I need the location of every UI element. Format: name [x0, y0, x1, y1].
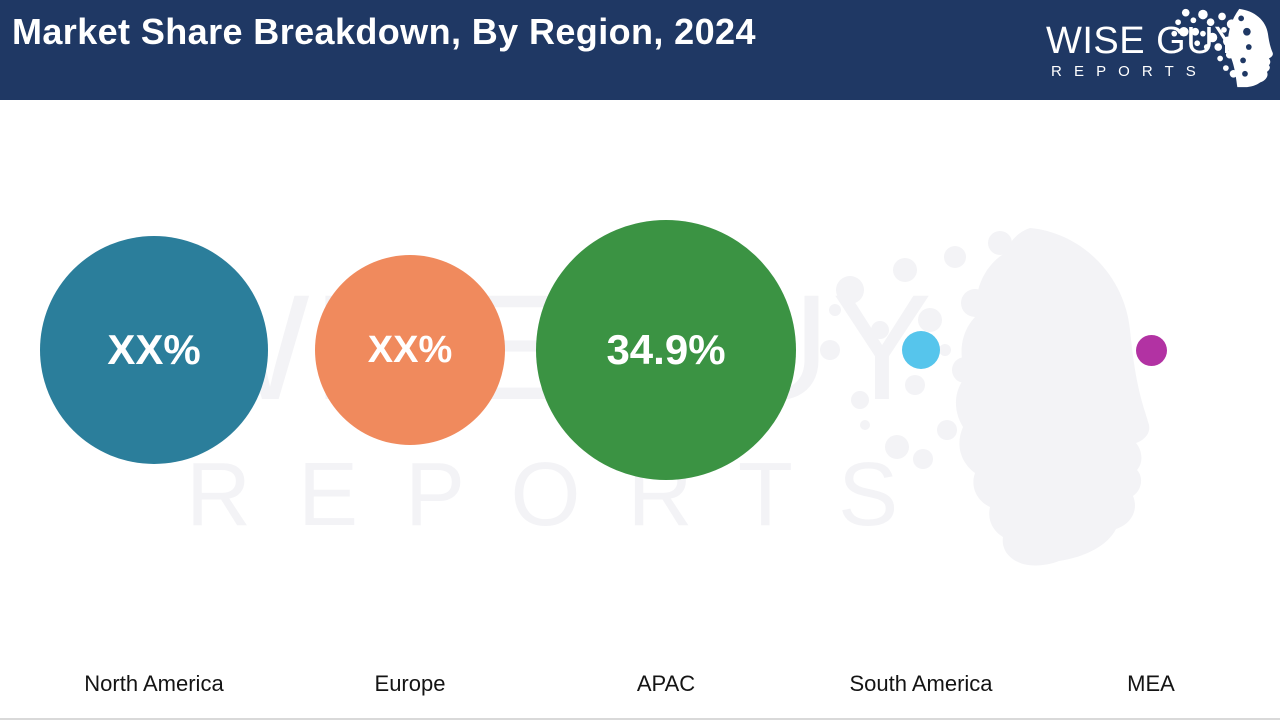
page-title: Market Share Breakdown, By Region, 2024	[12, 11, 756, 52]
logo-reports-text: R E P O R T S	[1051, 63, 1200, 80]
watermark-head-icon	[820, 228, 1150, 566]
logo-head-icon	[1171, 8, 1273, 88]
region-label-mea: MEA	[1127, 671, 1175, 696]
bubble-south-america	[902, 331, 940, 369]
bubble-north-america: XX%	[40, 236, 268, 464]
watermark-reports-text: R E P O R T S	[186, 445, 910, 545]
region-label-europe: Europe	[374, 671, 446, 696]
header-bar: Market Share Breakdown, By Region, 2024 …	[0, 0, 1280, 100]
bubble-value-label: 34.9%	[606, 326, 726, 373]
bubble-apac: 34.9%	[536, 220, 796, 480]
region-label-north-america: North America	[84, 671, 224, 696]
bubble-mea	[1135, 334, 1167, 366]
bubble-value-label: XX%	[107, 326, 201, 373]
logo-wise-guy-text: WISE GUY	[1046, 20, 1241, 62]
region-label-apac: APAC	[636, 671, 696, 696]
region-label-south-america: South America	[849, 671, 993, 696]
bubble-value-label: XX%	[367, 328, 453, 371]
bubble-europe: XX%	[315, 255, 505, 445]
